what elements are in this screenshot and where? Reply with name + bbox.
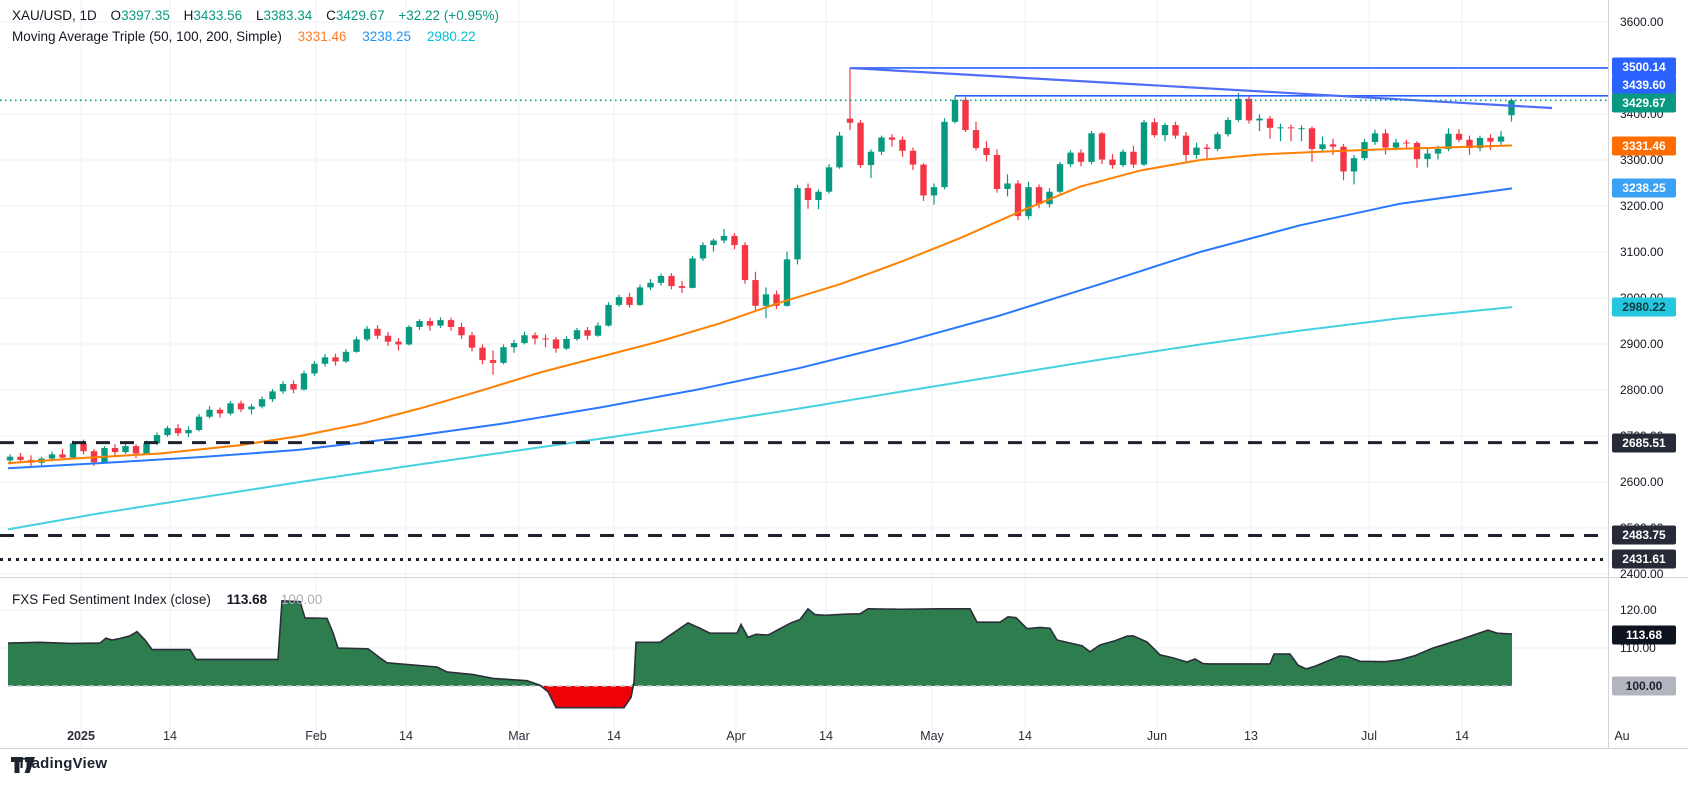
- svg-text:2600.00: 2600.00: [1620, 475, 1664, 489]
- ma100-value: 3238.25: [362, 29, 412, 44]
- svg-text:14: 14: [399, 729, 413, 743]
- indicator-baseline-value: 100.00: [280, 592, 323, 607]
- ohlc-legend[interactable]: XAU/USD, 1D O3397.35 H3433.56 L3383.34 C…: [12, 8, 499, 23]
- svg-text:3600.00: 3600.00: [1620, 15, 1664, 29]
- svg-text:3300.00: 3300.00: [1620, 153, 1664, 167]
- svg-text:2685.51: 2685.51: [1622, 436, 1666, 450]
- price-axis-badges: 3500.14 3439.60 3429.67 3331.46 3238.25 …: [1612, 57, 1676, 696]
- svg-text:3238.25: 3238.25: [1622, 181, 1666, 195]
- svg-text:14: 14: [1018, 729, 1032, 743]
- svg-text:2025: 2025: [67, 729, 95, 743]
- indicator-title: FXS Fed Sentiment Index (close): [12, 592, 211, 607]
- ma-legend[interactable]: Moving Average Triple (50, 100, 200, Sim…: [12, 29, 476, 44]
- svg-text:3439.60: 3439.60: [1622, 78, 1666, 92]
- svg-text:Jun: Jun: [1147, 729, 1167, 743]
- indicator-value: 113.68: [226, 592, 268, 607]
- svg-text:14: 14: [1455, 729, 1469, 743]
- svg-text:113.68: 113.68: [1626, 628, 1662, 642]
- tradingview-brand-text: TradingView: [17, 755, 108, 772]
- symbol-title: XAU/USD, 1D: [12, 8, 97, 23]
- svg-text:Feb: Feb: [305, 729, 327, 743]
- pane-separators: [0, 0, 1688, 749]
- sentiment-area: [7, 600, 1513, 709]
- svg-text:3500.14: 3500.14: [1622, 60, 1666, 74]
- ohlc-high: H3433.56: [183, 8, 243, 23]
- gridlines: [0, 0, 1608, 748]
- ma50-value: 3331.46: [297, 29, 347, 44]
- ohlc-open: O3397.35: [110, 8, 170, 23]
- svg-text:Au: Au: [1614, 729, 1629, 743]
- svg-text:2400.00: 2400.00: [1620, 567, 1664, 581]
- svg-text:Apr: Apr: [726, 729, 745, 743]
- svg-text:2900.00: 2900.00: [1620, 337, 1664, 351]
- ohlc-low: L3383.34: [255, 8, 313, 23]
- ma-title: Moving Average Triple (50, 100, 200, Sim…: [12, 29, 282, 44]
- ohlc-close: C3429.67: [326, 8, 385, 23]
- indicator-legend[interactable]: FXS Fed Sentiment Index (close) 113.68 1…: [12, 592, 322, 607]
- svg-text:2800.00: 2800.00: [1620, 383, 1664, 397]
- moving-average-lines: [7, 144, 1513, 531]
- svg-text:120.00: 120.00: [1620, 603, 1657, 617]
- tradingview-attribution[interactable]: TradingView: [10, 755, 108, 773]
- svg-text:May: May: [920, 729, 944, 743]
- svg-text:Jul: Jul: [1361, 729, 1377, 743]
- svg-text:14: 14: [163, 729, 177, 743]
- svg-text:2431.61: 2431.61: [1622, 552, 1666, 566]
- svg-text:14: 14: [607, 729, 621, 743]
- svg-text:2980.22: 2980.22: [1622, 300, 1666, 314]
- svg-text:Mar: Mar: [508, 729, 530, 743]
- annotation-lines[interactable]: [0, 66, 1608, 561]
- svg-text:3331.46: 3331.46: [1622, 139, 1666, 153]
- svg-text:3100.00: 3100.00: [1620, 245, 1664, 259]
- svg-text:3429.67: 3429.67: [1622, 96, 1666, 110]
- ma200-value: 2980.22: [426, 29, 476, 44]
- tradingview-logo-icon: [11, 757, 35, 773]
- svg-text:13: 13: [1244, 729, 1258, 743]
- svg-text:3200.00: 3200.00: [1620, 199, 1664, 213]
- svg-text:14: 14: [819, 729, 833, 743]
- change-value: +32.22 (+0.95%): [398, 8, 499, 23]
- candlesticks: [6, 68, 1515, 466]
- svg-text:2483.75: 2483.75: [1622, 528, 1666, 542]
- time-axis[interactable]: 2025 14 Feb 14 Mar 14 Apr 14 May 14 Jun 13 Jul 14 Au: [67, 729, 1630, 743]
- svg-text:100.00: 100.00: [1626, 679, 1663, 693]
